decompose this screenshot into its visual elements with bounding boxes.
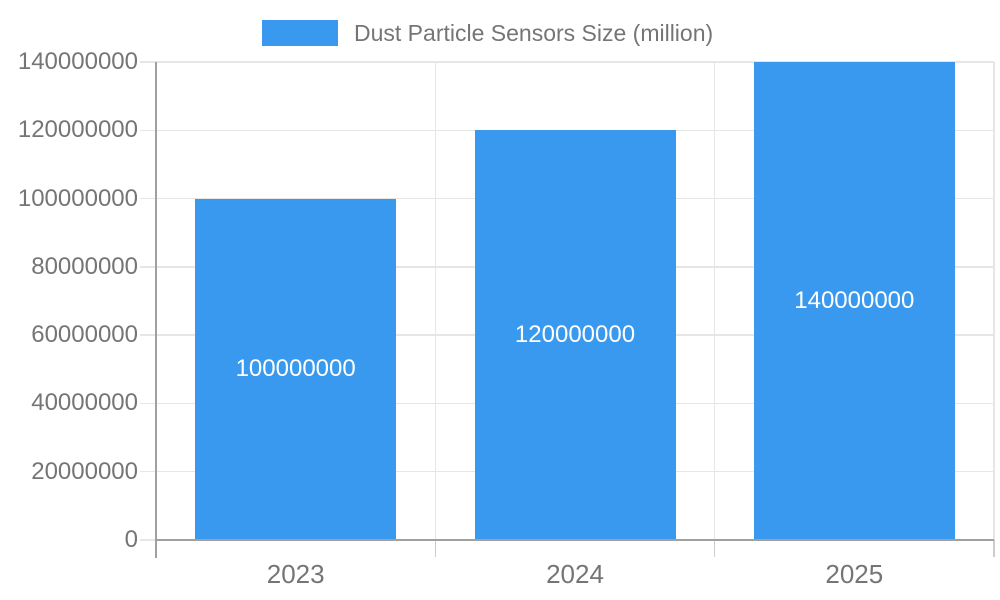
bar[interactable] [474, 130, 676, 540]
y-tick-label: 80000000 [31, 252, 138, 280]
x-tick-label: 2025 [825, 559, 884, 589]
y-tick-mark [140, 539, 156, 541]
y-tick-label: 0 [124, 526, 138, 553]
y-tick-mark [140, 334, 156, 336]
bar[interactable] [195, 198, 397, 540]
x-gridline [713, 62, 716, 540]
legend-swatch [262, 20, 338, 46]
y-tick-mark [140, 61, 156, 63]
x-tick-mark [993, 540, 995, 557]
x-tick-label: 2024 [546, 559, 604, 589]
x-tick-mark [434, 540, 437, 557]
bar-value-label: 140000000 [794, 287, 915, 314]
y-tick-mark [140, 129, 156, 132]
y-tick-mark [140, 402, 156, 405]
y-axis-line [155, 62, 157, 558]
y-tick-label: 140000000 [17, 48, 138, 75]
y-tick-label: 40000000 [31, 389, 138, 417]
bar-value-label: 100000000 [235, 355, 356, 383]
x-tick-mark [713, 540, 716, 557]
y-tick-mark [140, 197, 156, 200]
legend: Dust Particle Sensors Size (million) [262, 20, 713, 46]
x-gridline [434, 62, 437, 540]
y-tick-label: 20000000 [31, 457, 138, 485]
x-axis-line [156, 539, 994, 541]
legend-label: Dust Particle Sensors Size (million) [354, 20, 714, 46]
plot-right-border [993, 62, 995, 540]
y-tick-label: 60000000 [31, 321, 138, 349]
y-tick-mark [140, 470, 156, 473]
bar[interactable] [753, 62, 955, 540]
y-tick-label: 100000000 [17, 184, 138, 212]
y-gridline [156, 61, 994, 63]
x-tick-label: 2023 [266, 559, 325, 589]
y-tick-mark [140, 266, 156, 268]
bar-value-label: 120000000 [514, 321, 636, 349]
y-tick-label: 120000000 [17, 116, 138, 144]
